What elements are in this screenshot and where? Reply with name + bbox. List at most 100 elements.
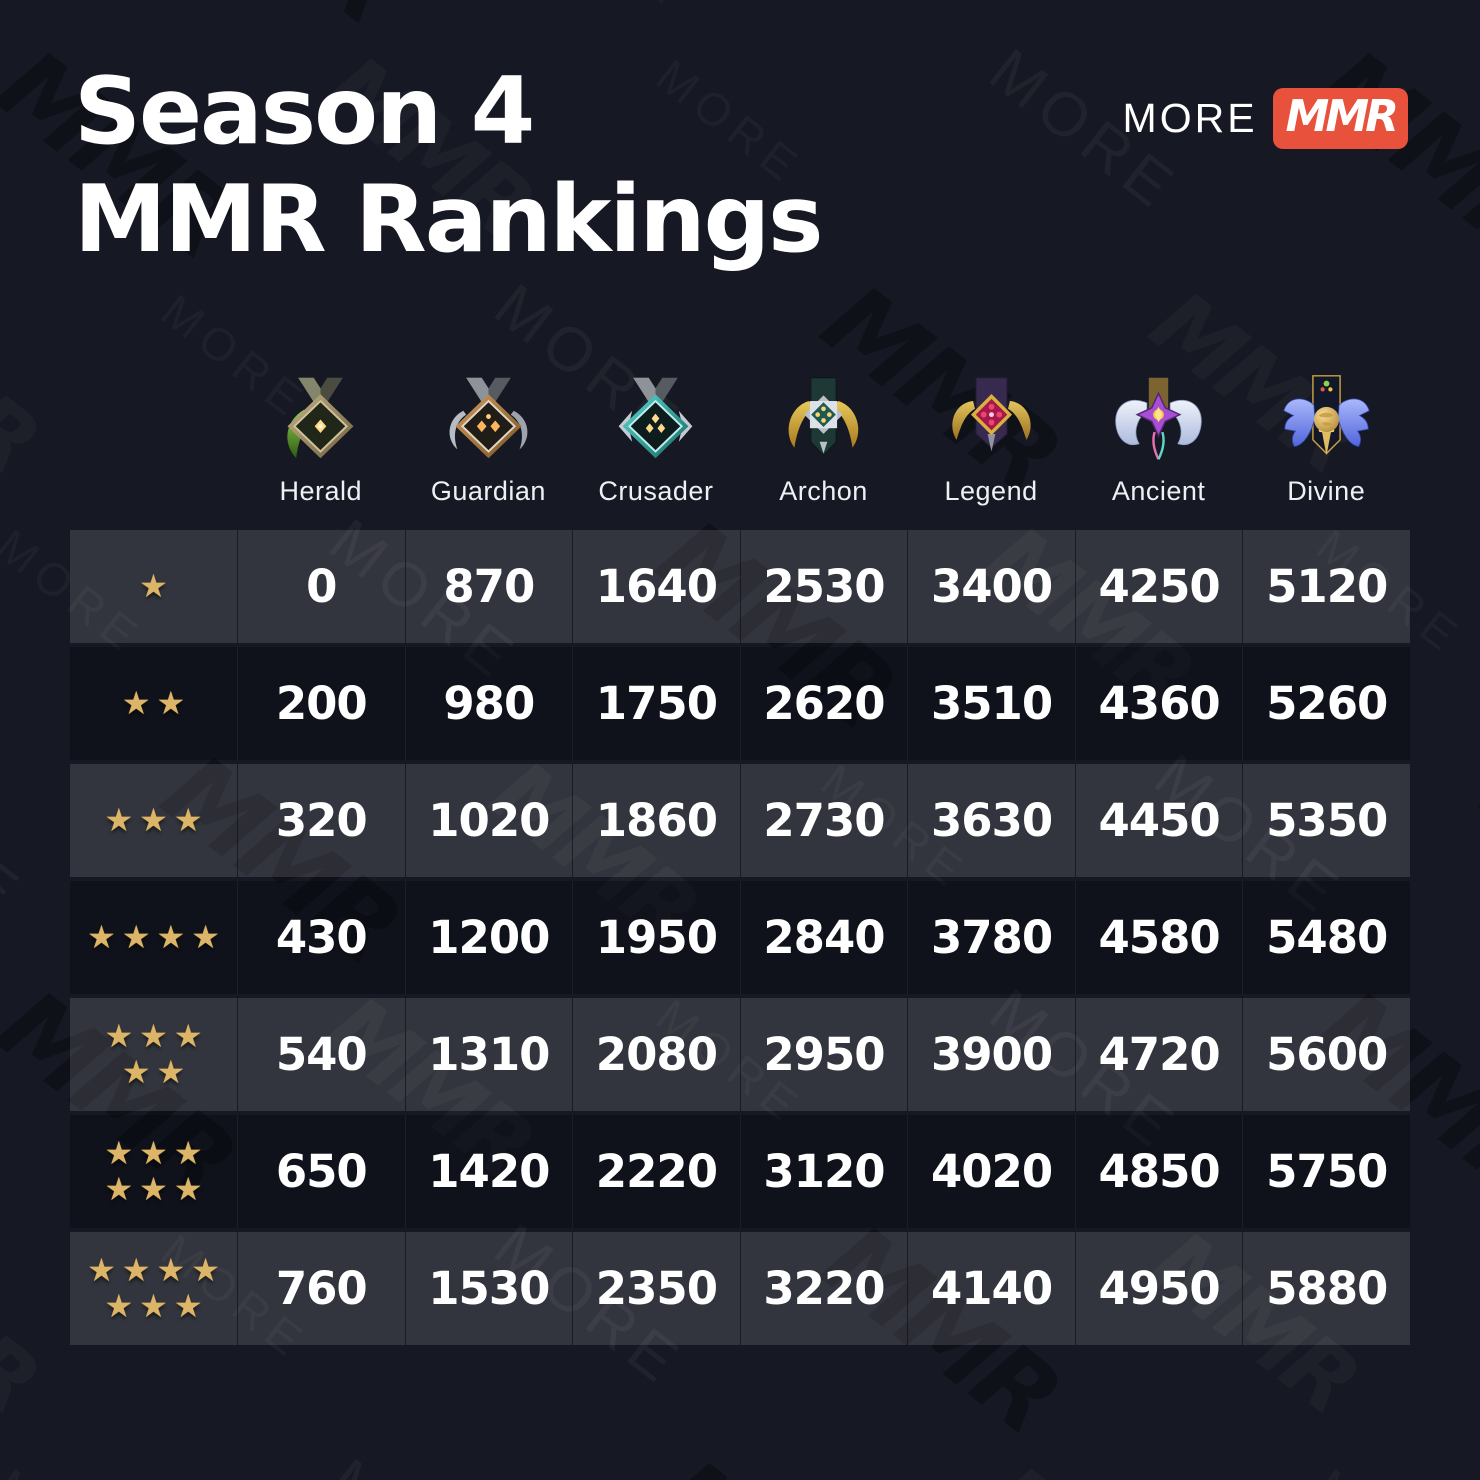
mmr-value: 4020 [930,1144,1053,1198]
rank-label: Herald [279,475,363,506]
mmr-value-cell: 2840 [739,880,908,994]
mmr-value: 0 [306,559,337,613]
mmr-value: 2530 [763,559,885,613]
star-icon: ★ [156,685,186,722]
star-icon: ★ [139,802,168,839]
stars-cell: ★ ★ [70,647,237,760]
star-icon: ★ [121,685,151,722]
rank-header-crusader: Crusader [572,370,740,507]
star-icon: ★ [104,1288,134,1325]
mmr-value-cell: 5260 [1242,646,1410,760]
star-icon: ★ [173,1288,203,1325]
mmr-value: 4580 [1098,910,1221,964]
mmr-value-cell: 760 [237,1231,405,1345]
mmr-value: 1950 [595,910,718,964]
rank-header-ancient: Ancient [1075,370,1243,507]
mmr-value-cell: 870 [404,529,573,643]
mmr-value-cell: 1530 [404,1231,573,1345]
mmr-value: 540 [275,1027,368,1081]
star-icon: ★ [191,919,220,956]
rank-label: Ancient [1111,475,1206,506]
star-icon: ★ [139,1171,168,1208]
star-line: ★ [136,568,171,604]
mmr-value-cell: 3780 [907,880,1075,994]
mmr-value-cell: 540 [237,997,405,1111]
stars-cell: ★ [70,530,237,643]
mmr-value: 5880 [1266,1261,1388,1315]
mmr-value: 3780 [930,910,1053,964]
stars-header-cell [70,370,237,507]
star-icon: ★ [191,1252,220,1289]
table-row: ★ 0 870 1640 2530 3400 4250 5120 [70,529,1410,643]
rank-header-herald: Herald [237,370,405,507]
page-title: Season 4 MMR Rankings [74,57,1410,274]
rank-header-legend: Legend [907,370,1075,507]
mmr-value-cell: 1020 [404,763,573,877]
mmr-value-cell: 3510 [907,646,1075,760]
ancient-medal-icon [1115,377,1202,460]
mmr-value: 4850 [1098,1144,1221,1198]
mmr-value: 3120 [763,1144,885,1198]
mmr-value-cell: 1950 [572,880,740,994]
star-icon: ★ [156,919,186,956]
stars-cell: ★ ★ ★ [70,764,237,877]
mmr-value-cell: 5750 [1242,1114,1410,1228]
mmr-value: 2620 [763,676,885,730]
star-icon: ★ [121,1252,151,1289]
table-row: ★ ★ 200 980 1750 2620 3510 4360 5260 [70,646,1410,760]
herald-medal-icon [287,377,354,459]
rank-header-archon: Archon [740,370,908,507]
star-line: ★ ★ ★ [101,1135,205,1171]
star-icon: ★ [139,1018,168,1055]
mmr-value: 3400 [930,559,1053,613]
divine-medal-icon [1283,374,1370,456]
watermark-text: MMR [637,1437,915,1480]
mmr-value-cell: 3900 [907,997,1075,1111]
mmr-value-cell: 5350 [1242,763,1410,877]
mmr-value: 1310 [428,1027,550,1081]
mmr-value-cell: 4720 [1074,997,1243,1111]
mmr-value: 1640 [595,559,718,613]
mmr-value: 1420 [428,1144,550,1198]
star-line: ★ ★ ★ ★ [84,919,223,955]
mmr-value-cell: 980 [404,646,573,760]
mmr-value: 5480 [1266,910,1388,964]
archon-medal-icon [788,377,859,456]
mmr-value-cell: 3400 [907,529,1075,643]
mmr-value: 4250 [1098,559,1221,613]
mmr-value-cell: 1200 [404,880,573,994]
mmr-value: 2220 [595,1144,718,1198]
mmr-value-cell: 1640 [572,529,740,643]
mmr-value-cell: 1420 [404,1114,573,1228]
mmr-value: 5750 [1266,1144,1388,1198]
table-row: ★ ★ ★ ★ ★ 540 1310 2080 2950 3900 4720 5600 [70,997,1410,1111]
mmr-value: 2730 [763,793,885,847]
star-icon: ★ [104,802,134,839]
mmr-value: 980 [443,676,535,730]
table-header-row: Herald Guardian [70,370,1410,507]
watermark-text: MORE [0,1458,154,1480]
mmr-value-cell: 2220 [572,1114,740,1228]
mmr-value: 3900 [930,1027,1053,1081]
star-icon: ★ [156,1054,186,1091]
mmr-value: 870 [443,559,535,613]
star-icon: ★ [104,1135,134,1172]
stars-cell: ★ ★ ★ ★ [70,881,237,994]
mmr-value: 4720 [1098,1027,1221,1081]
star-line: ★ ★ ★ [101,1288,205,1324]
mmr-value: 3510 [930,676,1053,730]
mmr-value-cell: 0 [237,529,405,643]
mmr-value-cell: 3630 [907,763,1075,877]
table-row: ★ ★ ★ ★ ★ ★ 650 1420 2220 3120 4020 4850 5750 [70,1114,1410,1228]
star-line: ★ ★ ★ [101,802,205,838]
star-line: ★ ★ ★ [101,1171,205,1207]
stars-cell: ★ ★ ★ ★ ★ ★ ★ [70,1232,237,1345]
mmr-value-cell: 320 [237,763,405,877]
stars-cell: ★ ★ ★ ★ ★ ★ [70,1115,237,1228]
star-icon: ★ [139,1288,168,1325]
mmr-value-cell: 2730 [739,763,908,877]
stars-cell: ★ ★ ★ ★ ★ [70,998,237,1111]
mmr-value: 5260 [1266,676,1388,730]
mmr-value-cell: 4360 [1074,646,1243,760]
table-body: ★ 0 870 1640 2530 3400 4250 5120 ★ ★ 200 980 1750 262… [70,529,1410,1345]
